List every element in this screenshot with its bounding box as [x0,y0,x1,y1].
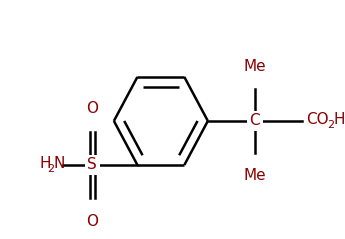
Text: 2: 2 [47,164,54,174]
Text: CO: CO [306,113,329,127]
Text: 2: 2 [327,120,334,130]
Text: C: C [249,114,260,129]
Text: O: O [86,214,98,229]
Text: Me: Me [244,168,266,183]
Text: Me: Me [244,59,266,74]
Text: O: O [86,101,98,116]
Text: S: S [87,158,97,173]
Text: H: H [333,113,345,127]
Text: N: N [53,157,65,171]
Text: H: H [40,157,51,171]
